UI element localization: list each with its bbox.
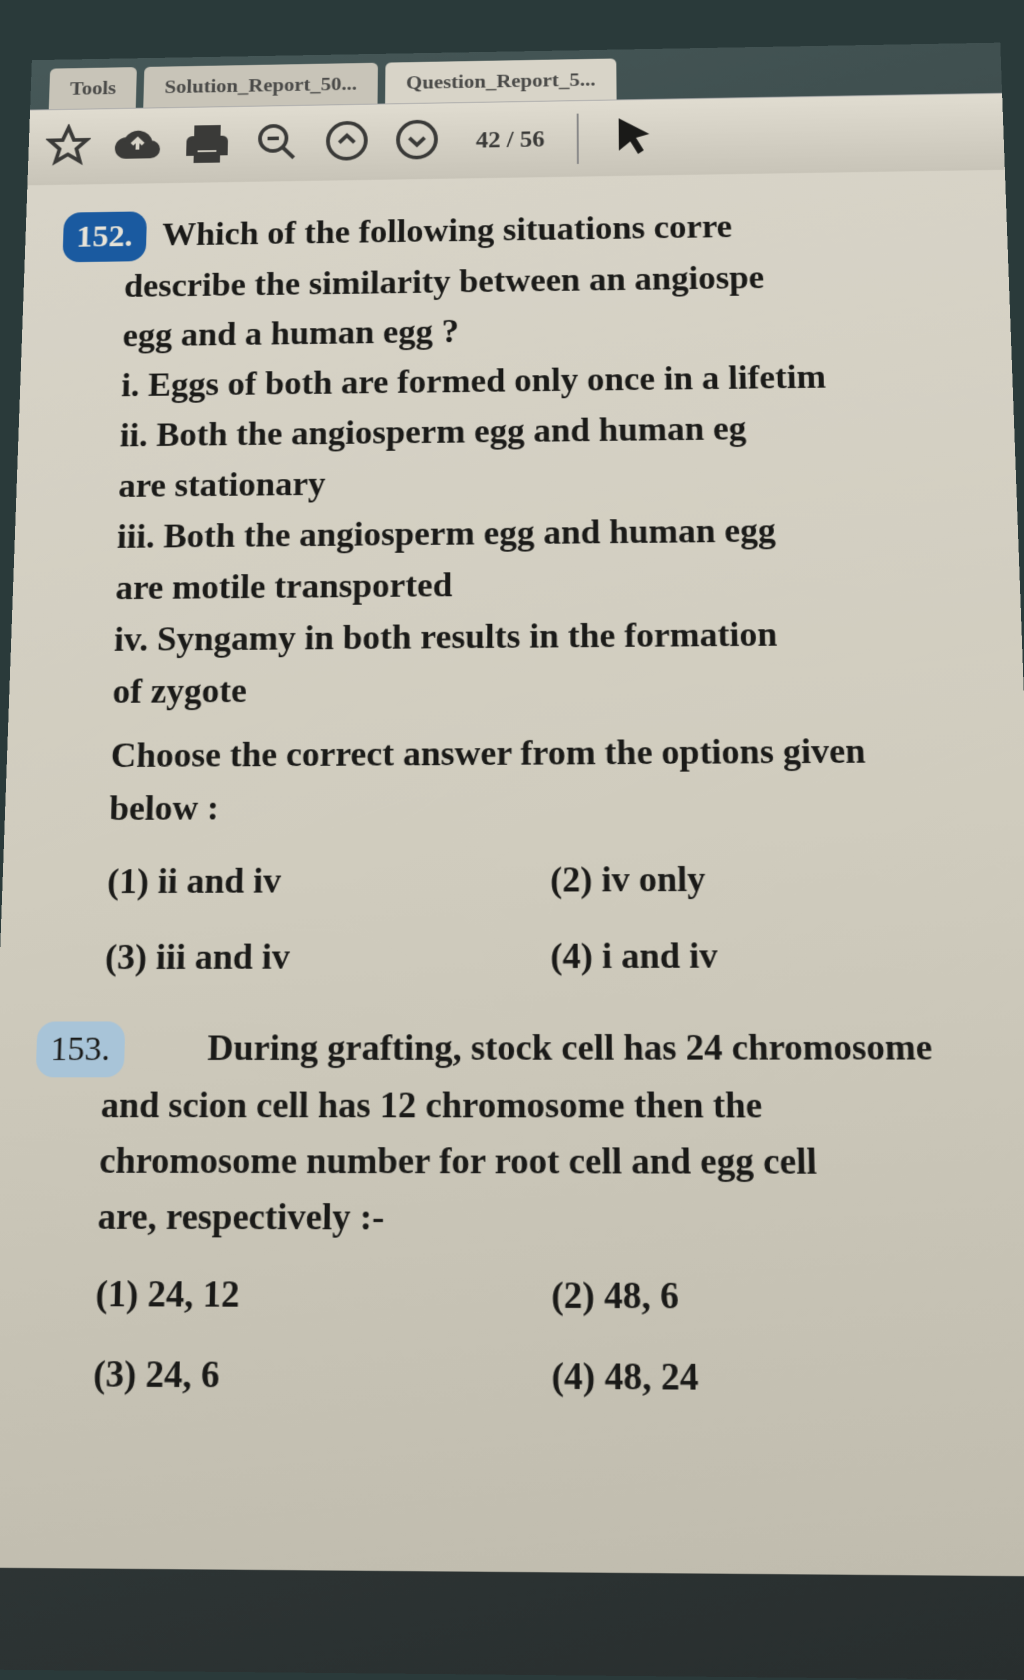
option-roman-iii-cont: are motile transported — [115, 554, 991, 614]
tab-solution-report[interactable]: Solution_Report_50... — [144, 63, 378, 108]
question-stem-line: During grafting, stock cell has 24 chrom… — [207, 1027, 933, 1069]
page-sep: / — [501, 126, 520, 152]
answer-options: (1) ii and iv (2) iv only (3) iii and iv… — [104, 851, 1003, 984]
pointer-cursor-icon[interactable] — [611, 114, 657, 162]
toolbar-separator — [577, 114, 579, 164]
option-1[interactable]: (1) ii and iv — [107, 853, 551, 908]
upload-cloud-icon[interactable] — [114, 122, 160, 170]
option-4[interactable]: (4) i and iv — [550, 927, 1003, 983]
question-stem-line: Which of the following situations corre — [162, 208, 733, 253]
page-indicator: 42 / 56 — [476, 126, 545, 154]
page-total: 56 — [520, 126, 545, 152]
question-stem-line: and scion cell has 12 chromosome then th… — [100, 1077, 1008, 1133]
option-3[interactable]: (3) iii and iv — [104, 929, 550, 984]
zoom-out-icon[interactable] — [254, 120, 300, 168]
option-roman-iii: iii. Both the angiosperm egg and human e… — [116, 502, 989, 562]
option-3[interactable]: (3) 24, 6 — [93, 1345, 552, 1405]
answer-options: (1) 24, 12 (2) 48, 6 (3) 24, 6 (4) 48, 2… — [93, 1265, 1018, 1407]
pdf-viewer-screen: Tools Solution_Report_50... Question_Rep… — [0, 43, 1024, 1680]
page-down-icon[interactable] — [394, 117, 440, 165]
tab-question-report[interactable]: Question_Report_5... — [385, 58, 616, 103]
question-stem-line: chromosome number for root cell and egg … — [99, 1133, 1011, 1190]
question-153: 153. During grafting, stock cell has 24 … — [25, 1019, 1018, 1407]
question-stem-line: are, respectively :- — [97, 1188, 1012, 1246]
page-content: 152. Which of the following situations c… — [0, 170, 1024, 1577]
tab-tools[interactable]: Tools — [49, 67, 137, 109]
option-2[interactable]: (2) 48, 6 — [551, 1267, 1015, 1326]
question-number-badge: 152. — [62, 211, 146, 262]
bookmark-star-icon[interactable] — [45, 123, 92, 171]
answer-instruction: Choose the correct answer from the optio… — [110, 723, 996, 781]
question-number-badge: 153. — [36, 1021, 125, 1077]
page-up-icon[interactable] — [324, 118, 370, 166]
option-roman-iv-cont: of zygote — [112, 659, 994, 718]
option-roman-ii-cont: are stationary — [118, 451, 987, 511]
option-roman-iv: iv. Syngamy in both results in the forma… — [113, 606, 992, 665]
answer-instruction: below : — [109, 777, 999, 835]
page-current: 42 — [476, 127, 501, 153]
option-4[interactable]: (4) 48, 24 — [551, 1347, 1018, 1407]
question-152: 152. Which of the following situations c… — [39, 198, 1004, 985]
option-2[interactable]: (2) iv only — [550, 851, 1001, 907]
option-1[interactable]: (1) 24, 12 — [95, 1265, 552, 1323]
print-icon[interactable] — [184, 121, 230, 169]
